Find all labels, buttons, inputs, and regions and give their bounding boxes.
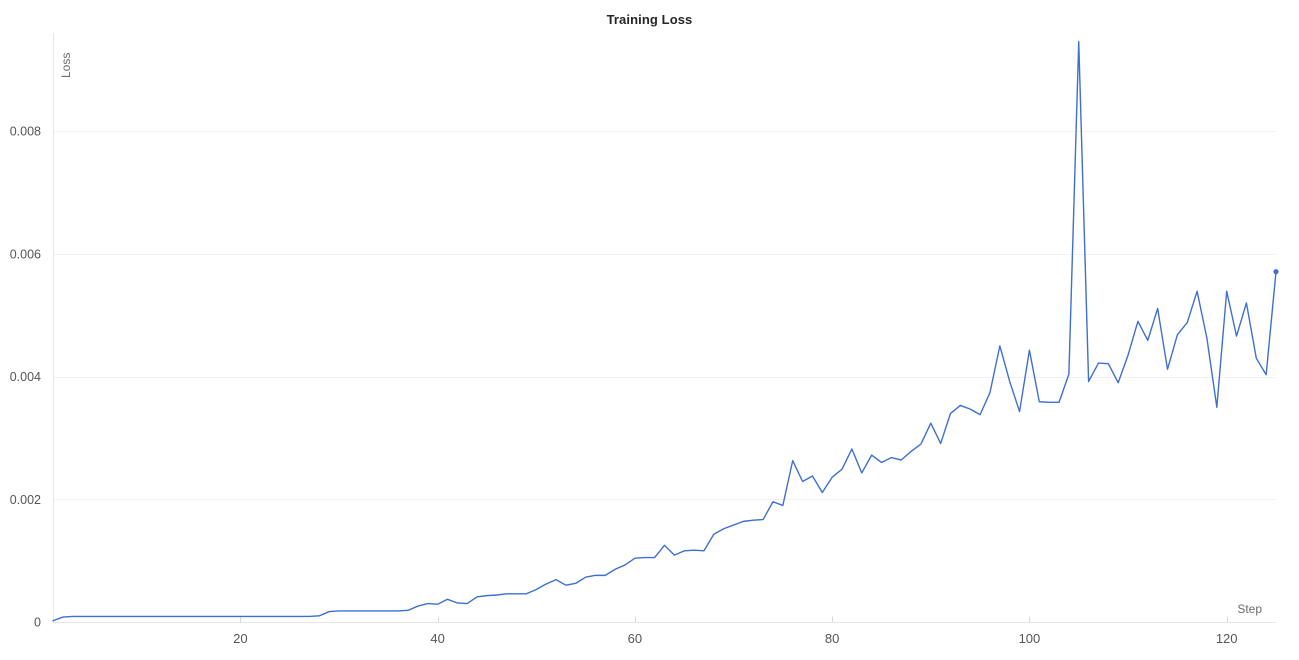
y-axis-title: Loss xyxy=(59,53,73,78)
chart-title: Training Loss xyxy=(606,12,693,27)
y-axis-ticks: 0 0.002 0.004 0.006 0.008 xyxy=(10,125,41,630)
x-tick-label: 100 xyxy=(1019,631,1041,646)
x-tick-label: 120 xyxy=(1216,631,1238,646)
x-tick-label: 40 xyxy=(430,631,444,646)
x-tick-label: 60 xyxy=(628,631,642,646)
loss-line xyxy=(52,40,1277,622)
last-point-marker xyxy=(1273,269,1279,275)
y-tick-label: 0.002 xyxy=(10,493,41,507)
y-tick-label: 0 xyxy=(34,616,41,630)
y-tick-label: 0.004 xyxy=(10,370,41,384)
x-tick-label: 20 xyxy=(233,631,247,646)
data-series xyxy=(52,40,1279,622)
gridlines xyxy=(53,131,1276,500)
x-tick-label: 80 xyxy=(825,631,839,646)
y-tick-label: 0.008 xyxy=(10,125,41,139)
axes xyxy=(53,33,1276,623)
y-tick-label: 0.006 xyxy=(10,247,41,261)
x-axis-title: Step xyxy=(1237,602,1262,616)
x-axis-ticks: 20 40 60 80 100 120 xyxy=(233,616,1238,646)
